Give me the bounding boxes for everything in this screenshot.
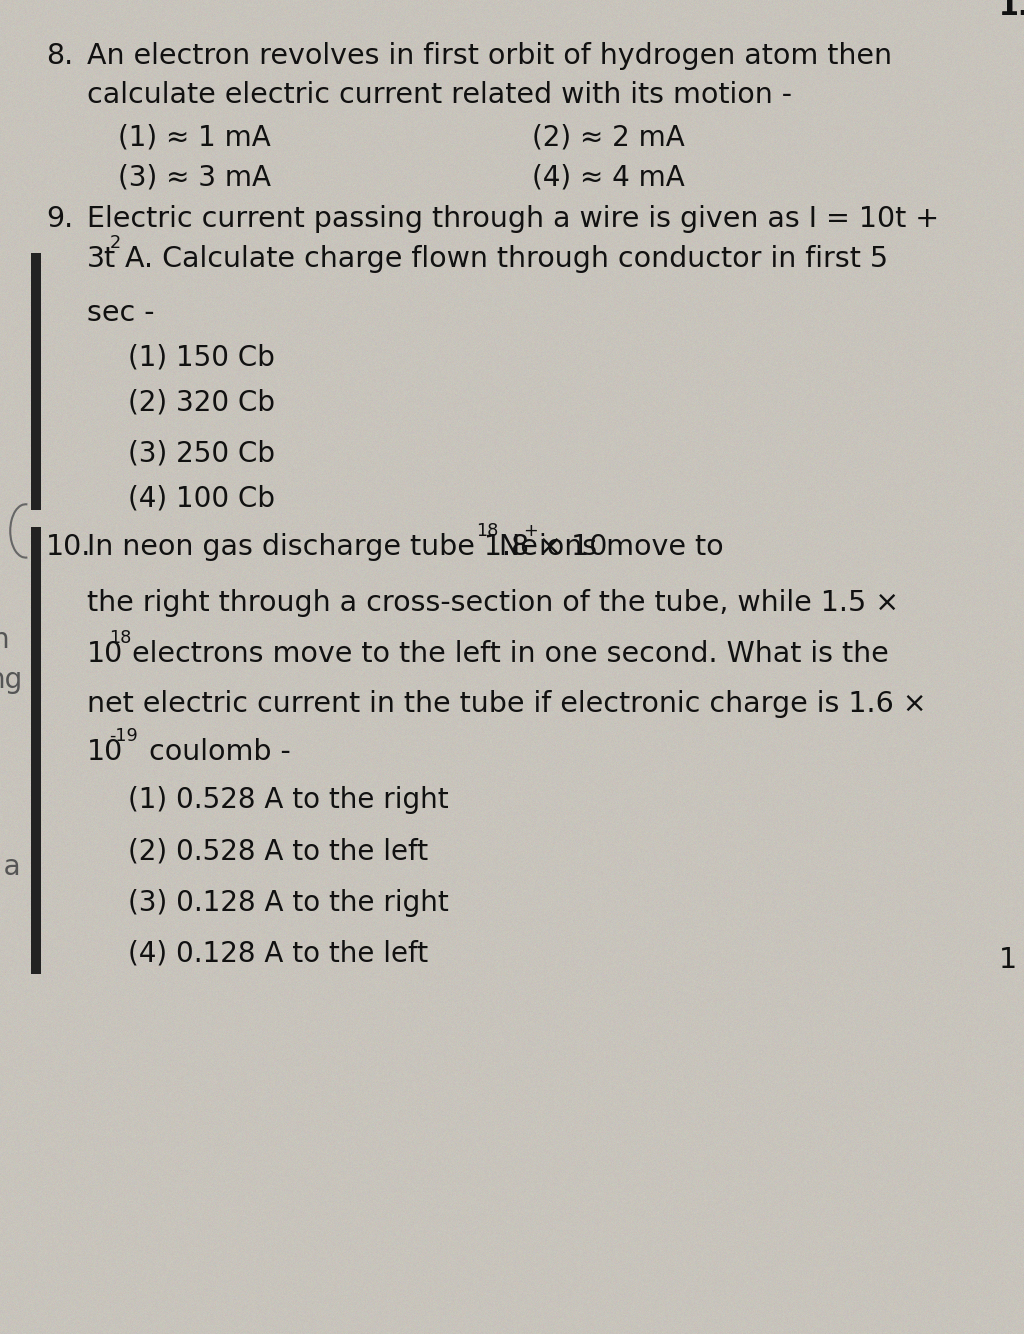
Text: n: n — [0, 627, 9, 654]
Text: 1: 1 — [998, 0, 1018, 20]
Text: (1) 0.528 A to the right: (1) 0.528 A to the right — [128, 787, 449, 814]
Text: An electron revolves in first orbit of hydrogen atom then: An electron revolves in first orbit of h… — [87, 43, 892, 69]
Text: (3) ≈ 3 mA: (3) ≈ 3 mA — [118, 164, 270, 191]
Text: (4) 100 Cb: (4) 100 Cb — [128, 486, 275, 512]
Text: In neon gas discharge tube 1.8 × 10: In neon gas discharge tube 1.8 × 10 — [87, 534, 607, 560]
Text: calculate electric current related with its motion -: calculate electric current related with … — [87, 81, 792, 108]
Bar — [31, 253, 41, 510]
Text: (1) 150 Cb: (1) 150 Cb — [128, 344, 274, 371]
Text: Electric current passing through a wire is given as I = 10t +: Electric current passing through a wire … — [87, 205, 939, 232]
Text: (4) 0.128 A to the left: (4) 0.128 A to the left — [128, 940, 428, 967]
Text: 18: 18 — [476, 522, 499, 540]
Text: 1: 1 — [998, 947, 1017, 974]
Text: (2) 320 Cb: (2) 320 Cb — [128, 390, 275, 416]
Text: 8.: 8. — [46, 43, 74, 69]
Text: A. Calculate charge flown through conductor in first 5: A. Calculate charge flown through conduc… — [116, 245, 888, 272]
Text: the right through a cross-section of the tube, while 1.5 ×: the right through a cross-section of the… — [87, 590, 899, 616]
Text: 10: 10 — [87, 739, 123, 766]
Text: ng: ng — [0, 667, 23, 694]
Bar — [31, 527, 41, 974]
Text: (2) ≈ 2 mA: (2) ≈ 2 mA — [532, 124, 685, 151]
Text: (3) 0.128 A to the right: (3) 0.128 A to the right — [128, 890, 449, 916]
Text: (4) ≈ 4 mA: (4) ≈ 4 mA — [532, 164, 685, 191]
Text: -19: -19 — [110, 727, 138, 746]
Text: coulomb -: coulomb - — [140, 739, 291, 766]
Text: 9.: 9. — [46, 205, 74, 232]
Text: 2: 2 — [110, 233, 121, 252]
Text: +: + — [523, 522, 538, 540]
Text: 10.: 10. — [46, 534, 91, 560]
Text: net electric current in the tube if electronic charge is 1.6 ×: net electric current in the tube if elec… — [87, 691, 927, 718]
Text: 10: 10 — [87, 640, 123, 667]
Text: (2) 0.528 A to the left: (2) 0.528 A to the left — [128, 838, 428, 864]
Text: 3t: 3t — [87, 245, 116, 272]
Text: f a: f a — [0, 854, 20, 880]
Text: 1.: 1. — [998, 0, 1024, 20]
Text: sec -: sec - — [87, 300, 155, 327]
Text: ions move to: ions move to — [529, 534, 724, 560]
Text: (3) 250 Cb: (3) 250 Cb — [128, 440, 275, 467]
Text: 18: 18 — [110, 628, 132, 647]
Text: (1) ≈ 1 mA: (1) ≈ 1 mA — [118, 124, 270, 151]
Text: Ne: Ne — [489, 534, 538, 560]
Text: electrons move to the left in one second. What is the: electrons move to the left in one second… — [123, 640, 889, 667]
